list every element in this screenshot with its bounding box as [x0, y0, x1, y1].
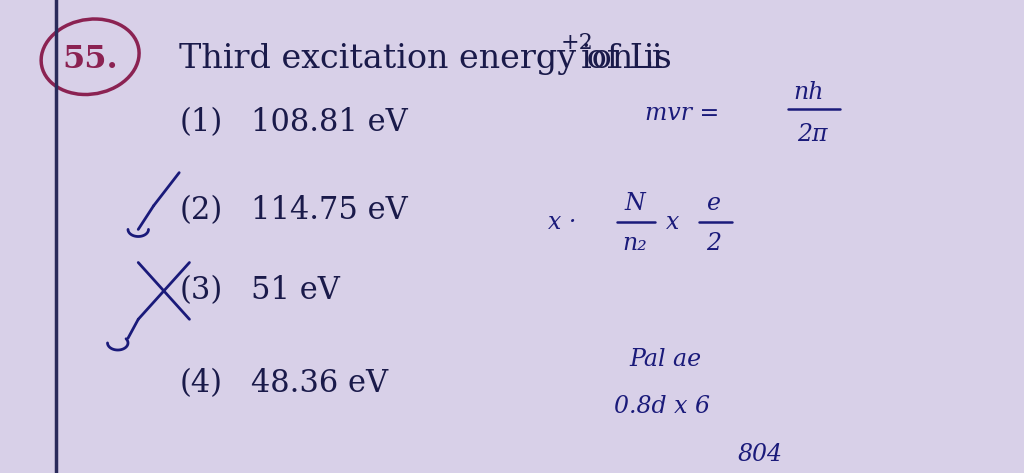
Text: +2: +2 [560, 32, 593, 53]
Text: 55.: 55. [62, 44, 118, 75]
Text: 804: 804 [737, 443, 782, 465]
Text: ion is: ion is [581, 43, 672, 75]
Text: mvr =: mvr = [645, 102, 720, 125]
Text: Third excitation energy of Li: Third excitation energy of Li [179, 43, 663, 75]
Text: 114.75 eV: 114.75 eV [251, 195, 408, 226]
Text: 48.36 eV: 48.36 eV [251, 368, 388, 399]
Text: N: N [625, 192, 645, 215]
Text: x: x [666, 211, 679, 234]
Text: 2π: 2π [797, 123, 827, 146]
Text: 51 eV: 51 eV [251, 275, 340, 307]
Text: (3): (3) [179, 275, 222, 307]
Text: 2: 2 [707, 232, 722, 255]
Text: 0.8d x 6: 0.8d x 6 [614, 395, 711, 418]
Text: e: e [707, 192, 721, 215]
Text: (1): (1) [179, 107, 222, 139]
Text: 108.81 eV: 108.81 eV [251, 107, 408, 139]
Text: (4): (4) [179, 368, 222, 399]
Text: Pal ae: Pal ae [630, 348, 701, 371]
Text: x ·: x · [548, 211, 577, 234]
Text: nh: nh [794, 81, 824, 104]
Text: n₂: n₂ [623, 232, 647, 255]
Text: (2): (2) [179, 195, 222, 226]
